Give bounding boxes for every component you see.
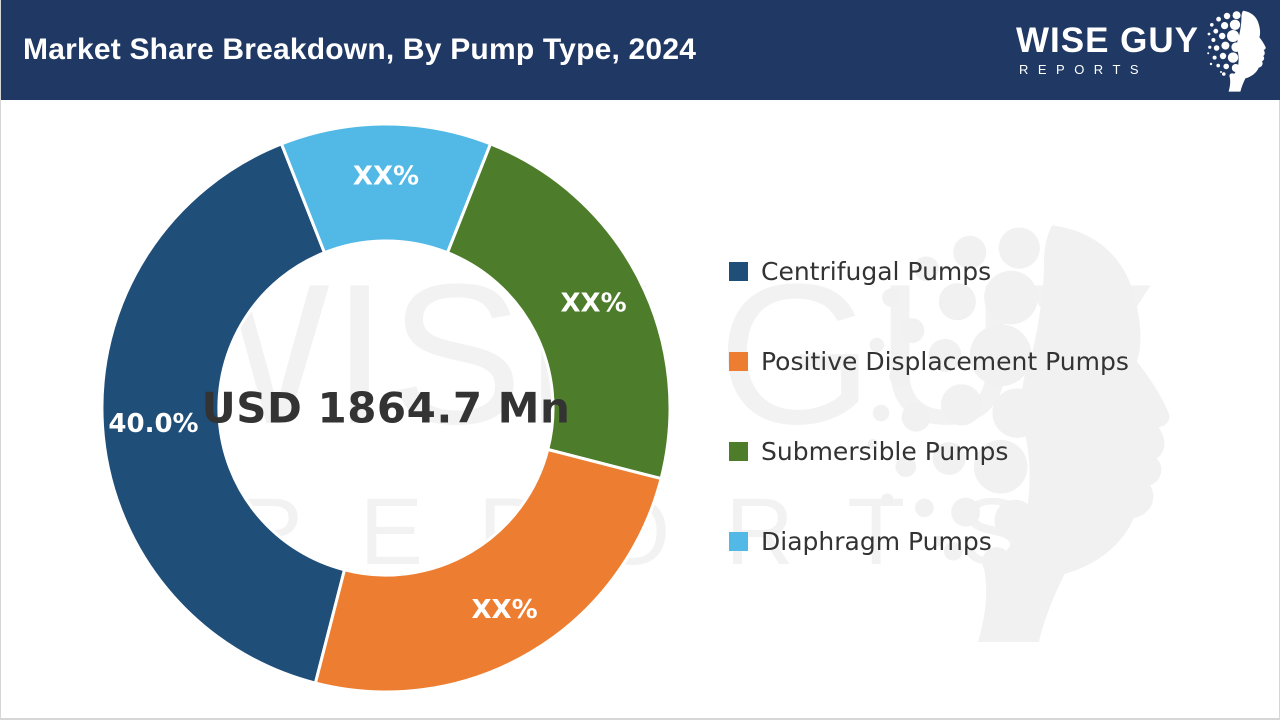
wise-guy-logo: WISE GUY REPORTS [1016,8,1269,92]
slice-label-centrifugal-pumps: 40.0% [108,409,198,439]
legend-label-diaphragm-pumps: Diaphragm Pumps [761,526,992,556]
legend-swatch-diaphragm-pumps [729,531,748,551]
legend-item-submersible-pumps: Submersible Pumps [729,436,1129,466]
logo-text: WISE GUY REPORTS [1016,23,1199,77]
legend-swatch-positive-displacement-pumps [729,351,748,371]
legend-item-diaphragm-pumps: Diaphragm Pumps [729,526,1129,556]
donut-chart: 40.0% XX% XX% XX% [100,122,672,694]
donut-slice-centrifugal-pumps [100,142,346,685]
legend-label-positive-displacement-pumps: Positive Displacement Pumps [761,346,1129,376]
legend-item-centrifugal-pumps: Centrifugal Pumps [729,256,1129,286]
legend-item-positive-displacement-pumps: Positive Displacement Pumps [729,346,1129,376]
logo-wordmark: WISE GUY [1015,21,1199,60]
header-bar: Market Share Breakdown, By Pump Type, 20… [1,0,1280,100]
donut-slice-submersible-pumps [446,142,672,481]
donut-slice-positive-displacement-pumps [313,448,663,694]
slice-label-submersible-pumps: XX% [561,289,627,319]
donut-center-value: USD 1864.7 Mn [201,383,571,433]
slice-label-diaphragm-pumps: XX% [353,161,419,191]
chart-title: Market Share Breakdown, By Pump Type, 20… [23,33,697,66]
slice-label-positive-displacement-pumps: XX% [472,595,538,625]
logo-subtitle: REPORTS [1018,62,1149,77]
legend-label-submersible-pumps: Submersible Pumps [761,436,1009,466]
legend-swatch-submersible-pumps [729,441,748,461]
legend-label-centrifugal-pumps: Centrifugal Pumps [761,256,992,286]
chart-legend: Centrifugal Pumps Positive Displacement P… [729,256,1129,616]
legend-swatch-centrifugal-pumps [729,261,748,281]
chart-area: WISE GUY REPORTS 40.0% XX% XX% XX% USD 1864… [1,100,1280,718]
